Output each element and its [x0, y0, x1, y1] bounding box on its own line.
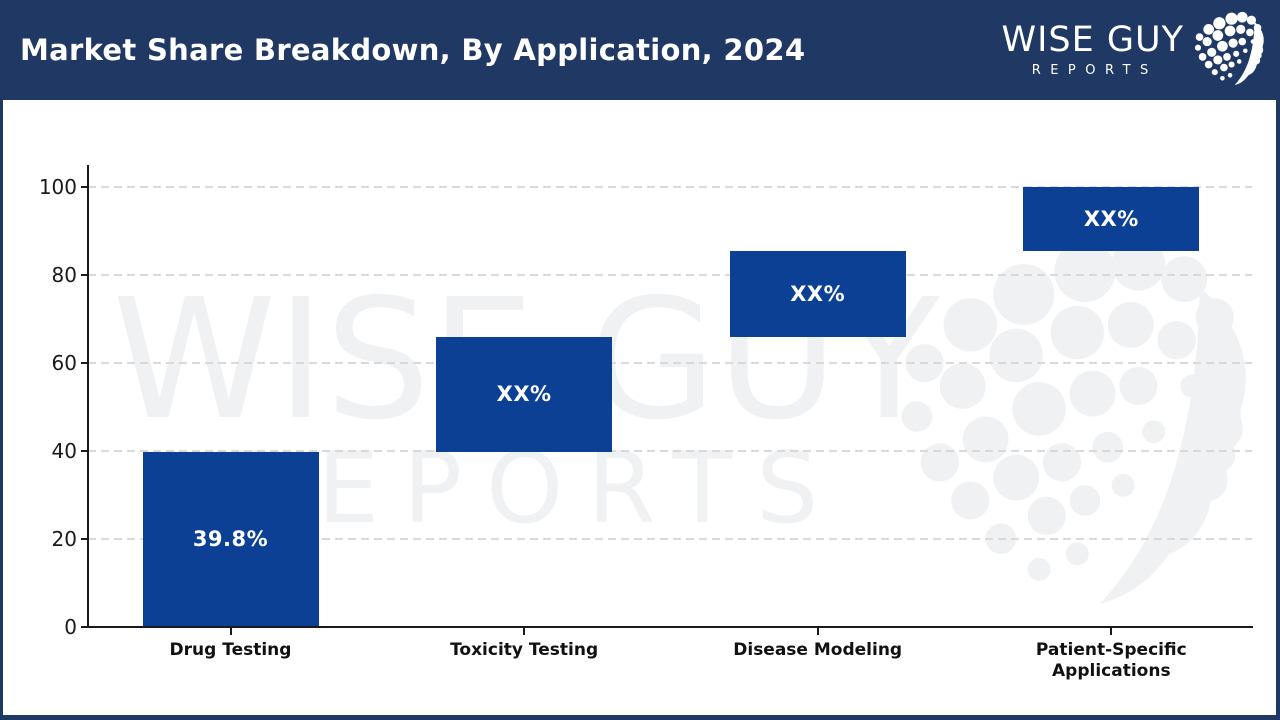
y-tick-label-60: 60	[51, 351, 77, 375]
y-tick-0	[81, 626, 88, 628]
y-tick-label-0: 0	[64, 615, 77, 639]
logo-subtitle: REPORTS	[1031, 62, 1158, 78]
right-border	[1276, 0, 1280, 720]
x-tick-label-2: Toxicity Testing	[450, 640, 599, 660]
gridline-40	[88, 450, 1252, 452]
gridline-60	[88, 362, 1252, 364]
y-tick-label-20: 20	[51, 527, 77, 551]
x-tick-3	[816, 628, 819, 635]
bar-value-label: XX%	[496, 382, 552, 407]
left-border	[0, 0, 3, 720]
y-tick-80	[81, 274, 88, 276]
logo-wordmark: WISE GUY	[1001, 19, 1184, 60]
x-axis-line	[87, 626, 1253, 628]
y-tick-label-80: 80	[51, 263, 77, 287]
x-tick-label-3: Disease Modeling	[733, 640, 903, 660]
x-tick-label-1: Drug Testing	[169, 640, 292, 660]
bar-patient-specific-applications: XX%	[1023, 187, 1200, 251]
bar-value-label: XX%	[1083, 206, 1139, 231]
y-tick-60	[81, 362, 88, 364]
bar-drug-testing: 39.8%	[142, 451, 319, 627]
y-tick-40	[81, 450, 88, 452]
y-tick-20	[81, 538, 88, 540]
logo-text: WISE GUY REPORTS	[1001, 19, 1184, 78]
x-tick-label-4: Patient-Specific Applications	[1035, 640, 1187, 682]
gridline-100	[88, 186, 1252, 188]
y-tick-label-100: 100	[38, 175, 77, 199]
header-bar: Market Share Breakdown, By Application, …	[0, 0, 1280, 100]
wise-guy-head-icon	[1194, 11, 1264, 86]
bar-disease-modeling: XX%	[729, 250, 906, 337]
bar-value-label: 39.8%	[192, 527, 269, 552]
gridline-20	[88, 538, 1252, 540]
wise-guy-reports-logo: WISE GUY REPORTS	[1001, 6, 1266, 94]
page-title: Market Share Breakdown, By Application, …	[20, 33, 806, 67]
x-tick-4	[1110, 628, 1113, 635]
bar-value-label: XX%	[790, 281, 846, 306]
y-axis-line	[87, 165, 89, 628]
watermark-text-line2: REPORTS	[225, 432, 843, 546]
y-tick-label-40: 40	[51, 439, 77, 463]
x-tick-2	[523, 628, 526, 635]
x-tick-1	[229, 628, 232, 635]
bottom-border	[0, 715, 1280, 720]
bar-toxicity-testing: XX%	[436, 336, 613, 452]
y-tick-100	[81, 186, 88, 188]
gridline-80	[88, 274, 1252, 276]
